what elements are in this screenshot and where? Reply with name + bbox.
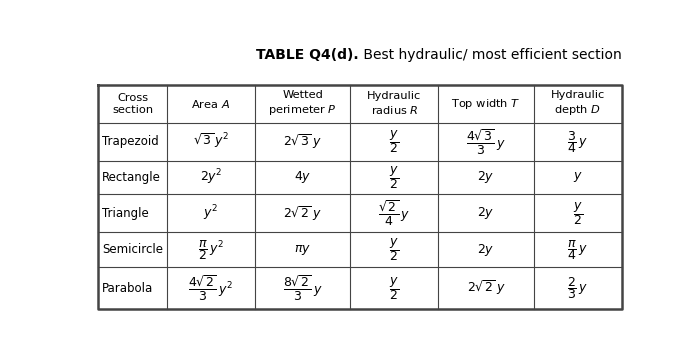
Text: $\dfrac{3}{4}\,y$: $\dfrac{3}{4}\,y$	[567, 129, 588, 155]
Text: $y$: $y$	[573, 170, 582, 185]
Text: $2\sqrt{3}\,y$: $2\sqrt{3}\,y$	[284, 132, 322, 151]
Text: Trapezoid: Trapezoid	[102, 135, 159, 148]
Text: $2y$: $2y$	[477, 205, 495, 221]
Text: $\dfrac{y}{2}$: $\dfrac{y}{2}$	[389, 275, 400, 301]
Text: Hydraulic
radius $R$: Hydraulic radius $R$	[368, 91, 421, 116]
Text: Area $A$: Area $A$	[191, 98, 230, 110]
Text: Semicircle: Semicircle	[102, 243, 163, 256]
Text: $\dfrac{y}{2}$: $\dfrac{y}{2}$	[389, 164, 400, 191]
Text: $\pi y$: $\pi y$	[294, 242, 312, 257]
Text: $2y^2$: $2y^2$	[199, 168, 222, 187]
Text: Cross
section: Cross section	[112, 93, 153, 115]
Text: Triangle: Triangle	[102, 207, 149, 220]
Text: $4y$: $4y$	[294, 169, 312, 185]
Text: Best hydraulic/ most efficient section: Best hydraulic/ most efficient section	[358, 48, 622, 62]
Text: $\dfrac{8\sqrt{2}}{3}\,y$: $\dfrac{8\sqrt{2}}{3}\,y$	[283, 273, 323, 303]
Text: Top width $T$: Top width $T$	[452, 97, 521, 111]
Text: $2y$: $2y$	[477, 241, 495, 258]
Text: $\dfrac{y}{2}$: $\dfrac{y}{2}$	[389, 236, 400, 263]
Text: $\dfrac{\pi}{2}\,y^2$: $\dfrac{\pi}{2}\,y^2$	[198, 237, 224, 262]
Text: $\dfrac{4\sqrt{2}}{3}\,y^2$: $\dfrac{4\sqrt{2}}{3}\,y^2$	[188, 273, 234, 303]
Text: $\dfrac{4\sqrt{3}}{3}\,y$: $\dfrac{4\sqrt{3}}{3}\,y$	[466, 127, 506, 157]
Text: $\dfrac{2}{3}\,y$: $\dfrac{2}{3}\,y$	[567, 275, 588, 301]
Text: $y^2$: $y^2$	[204, 203, 218, 223]
Text: $2y$: $2y$	[477, 169, 495, 185]
Text: $\dfrac{\sqrt{2}}{4}\,y$: $\dfrac{\sqrt{2}}{4}\,y$	[378, 198, 410, 228]
Text: Wetted
perimeter $P$: Wetted perimeter $P$	[268, 91, 337, 118]
Text: $2\sqrt{2}\,y$: $2\sqrt{2}\,y$	[467, 279, 505, 297]
Text: Parabola: Parabola	[102, 282, 153, 295]
Text: TABLE Q4(d).: TABLE Q4(d).	[256, 48, 358, 62]
Text: Rectangle: Rectangle	[102, 171, 161, 184]
Text: $\dfrac{y}{2}$: $\dfrac{y}{2}$	[389, 128, 400, 155]
Text: $\dfrac{\pi}{4}\,y$: $\dfrac{\pi}{4}\,y$	[567, 237, 588, 262]
Text: Hydraulic
depth $D$: Hydraulic depth $D$	[551, 91, 605, 118]
Text: $2\sqrt{2}\,y$: $2\sqrt{2}\,y$	[284, 204, 322, 223]
Text: $\dfrac{y}{2}$: $\dfrac{y}{2}$	[573, 200, 583, 226]
Text: $\sqrt{3}\,y^2$: $\sqrt{3}\,y^2$	[193, 132, 229, 151]
